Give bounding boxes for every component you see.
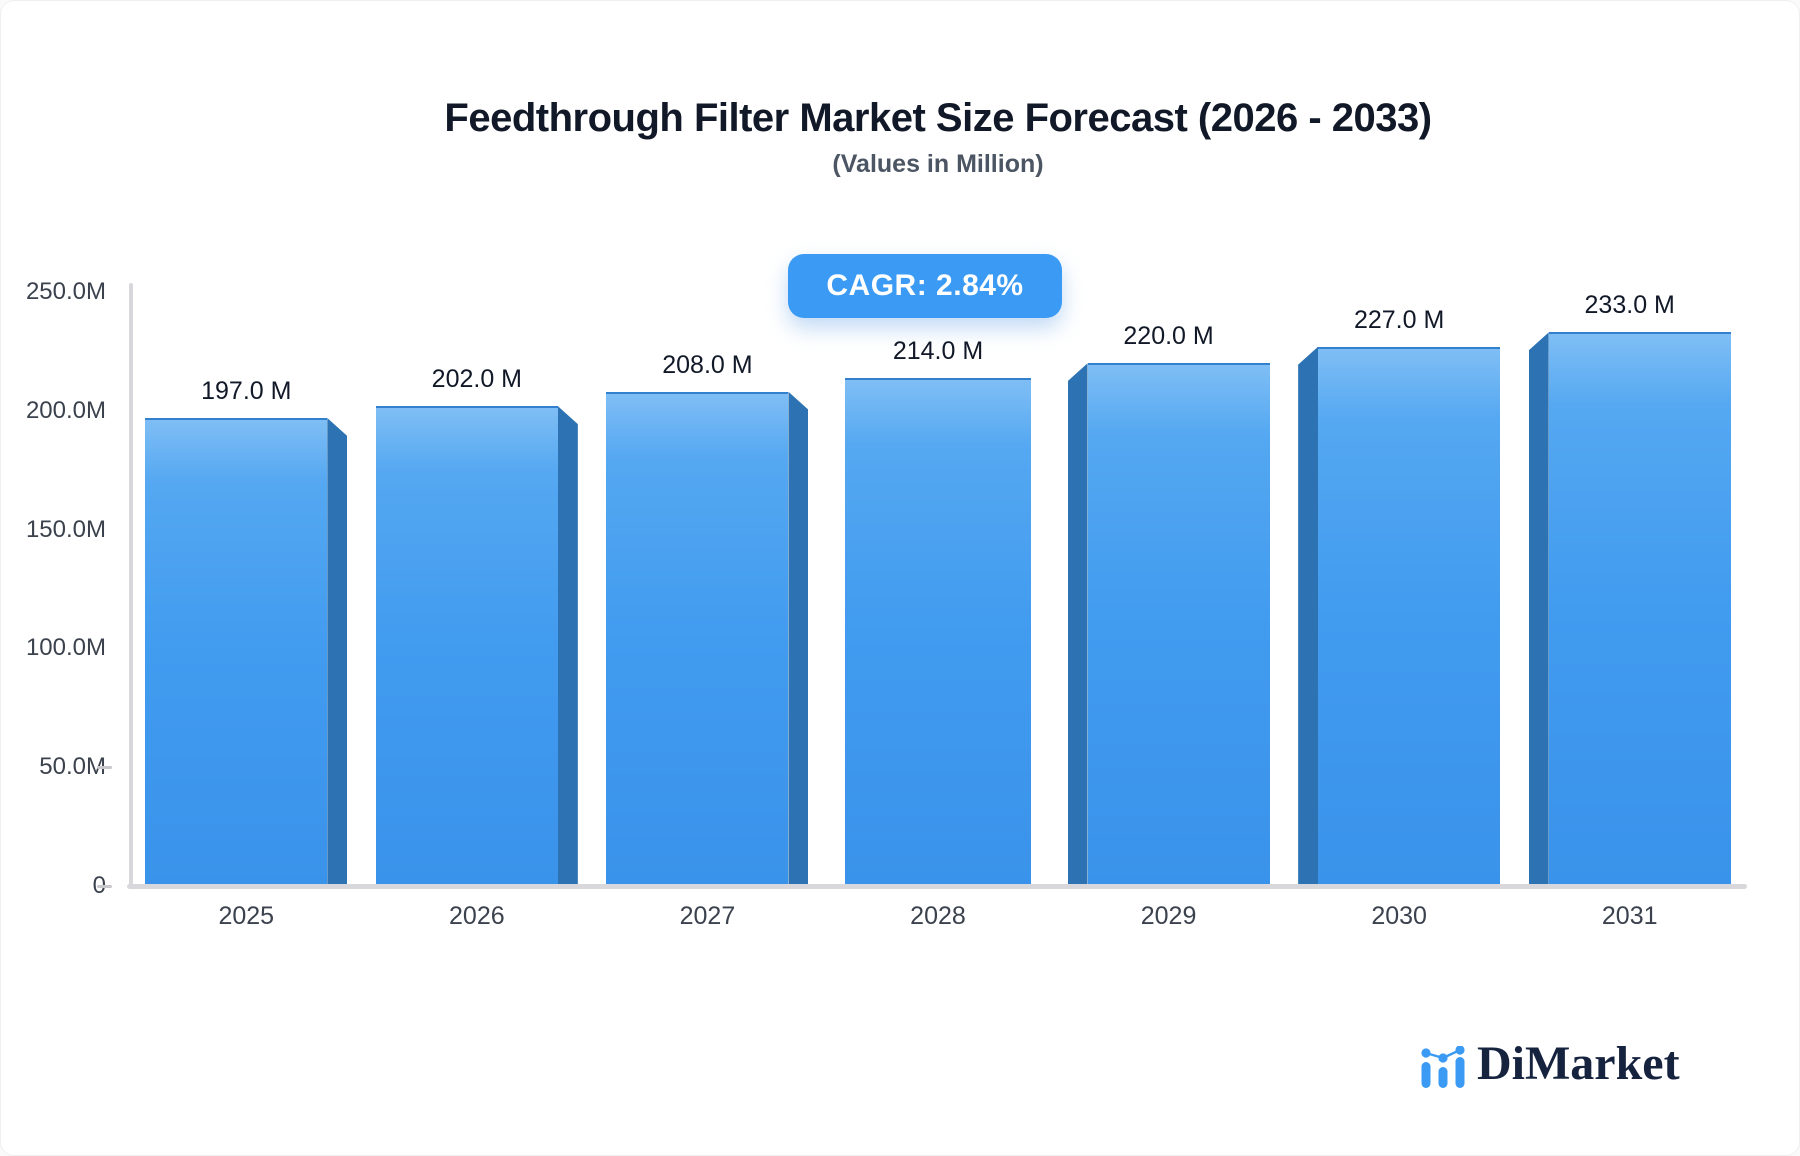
bar-group-2026	[375, 406, 578, 886]
bar-3d-side-2025	[327, 417, 348, 886]
bar-group-2025	[145, 417, 348, 886]
y-axis-label-150.0M: 150.0M	[25, 515, 106, 543]
x-axis-label-2026: 2026	[449, 902, 505, 930]
x-axis-label-2027: 2027	[679, 902, 736, 930]
y-axis-line	[129, 283, 133, 889]
bar-value-label-2030: 227.0 M	[1353, 305, 1445, 334]
bar-2031[interactable]	[1548, 332, 1731, 886]
dimarket-logo[interactable]: DiMarket	[1421, 1040, 1680, 1088]
x-axis-line	[127, 884, 1747, 889]
x-axis-label-2031: 2031	[1601, 902, 1658, 930]
bar-3d-side-2031	[1528, 332, 1549, 886]
y-axis-tick-50.0M	[97, 765, 112, 769]
plot-area: 197.0 M 202.0 M 208.0 M 214.0 M 220.0 M 227.0…	[131, 291, 1745, 886]
chart-subtitle: (Values in Million)	[832, 150, 1044, 178]
bar-group-2031	[1528, 332, 1731, 886]
bar-value-label-2026: 202.0 M	[431, 365, 523, 394]
bar-3d-side-2027	[788, 391, 809, 886]
bar-2027[interactable]	[606, 391, 789, 886]
x-axis-label-2030: 2030	[1371, 902, 1427, 930]
dimarket-logo-text: DiMarket	[1477, 1037, 1680, 1090]
cagr-badge: CAGR: 2.84%	[788, 254, 1062, 318]
y-axis-label-50.0M: 50.0M	[39, 753, 106, 781]
bar-3d-side-2030	[1298, 346, 1319, 886]
bar-value-label-2025: 197.0 M	[201, 376, 292, 405]
x-axis-label-2028: 2028	[910, 902, 966, 930]
bar-2029[interactable]	[1087, 363, 1270, 886]
bar-group-2027	[606, 391, 809, 886]
bar-value-label-2031: 233.0 M	[1584, 291, 1675, 320]
bar-group-2030	[1298, 346, 1501, 886]
bar-2028[interactable]	[845, 377, 1031, 886]
bar-3d-side-2026	[557, 406, 578, 886]
x-axis-label-2025: 2025	[218, 902, 275, 930]
bar-value-label-2029: 220.0 M	[1123, 322, 1214, 351]
bar-value-label-2028: 214.0 M	[892, 336, 984, 365]
y-axis-label-200.0M: 200.0M	[25, 396, 106, 424]
bar-group-2029	[1067, 363, 1270, 886]
bar-group-2028	[845, 377, 1031, 886]
bar-3d-side-2029	[1067, 363, 1088, 886]
bar-2026[interactable]	[375, 406, 558, 886]
y-axis-label-100.0M: 100.0M	[25, 634, 106, 662]
bar-value-label-2027: 208.0 M	[662, 350, 753, 379]
y-axis-label-250.0M: 250.0M	[25, 278, 106, 305]
bar-2025[interactable]	[145, 417, 328, 886]
x-axis-label-2029: 2029	[1140, 902, 1197, 930]
bar-2030[interactable]	[1318, 346, 1501, 886]
chart-title: Feedthrough Filter Market Size Forecast …	[444, 96, 1432, 140]
cagr-badge-label: CAGR: 2.84%	[826, 269, 1024, 302]
dimarket-logo-icon	[1421, 1046, 1465, 1088]
y-axis-label-0: 0	[0, 871, 106, 901]
y-axis-tick-0	[97, 884, 112, 888]
